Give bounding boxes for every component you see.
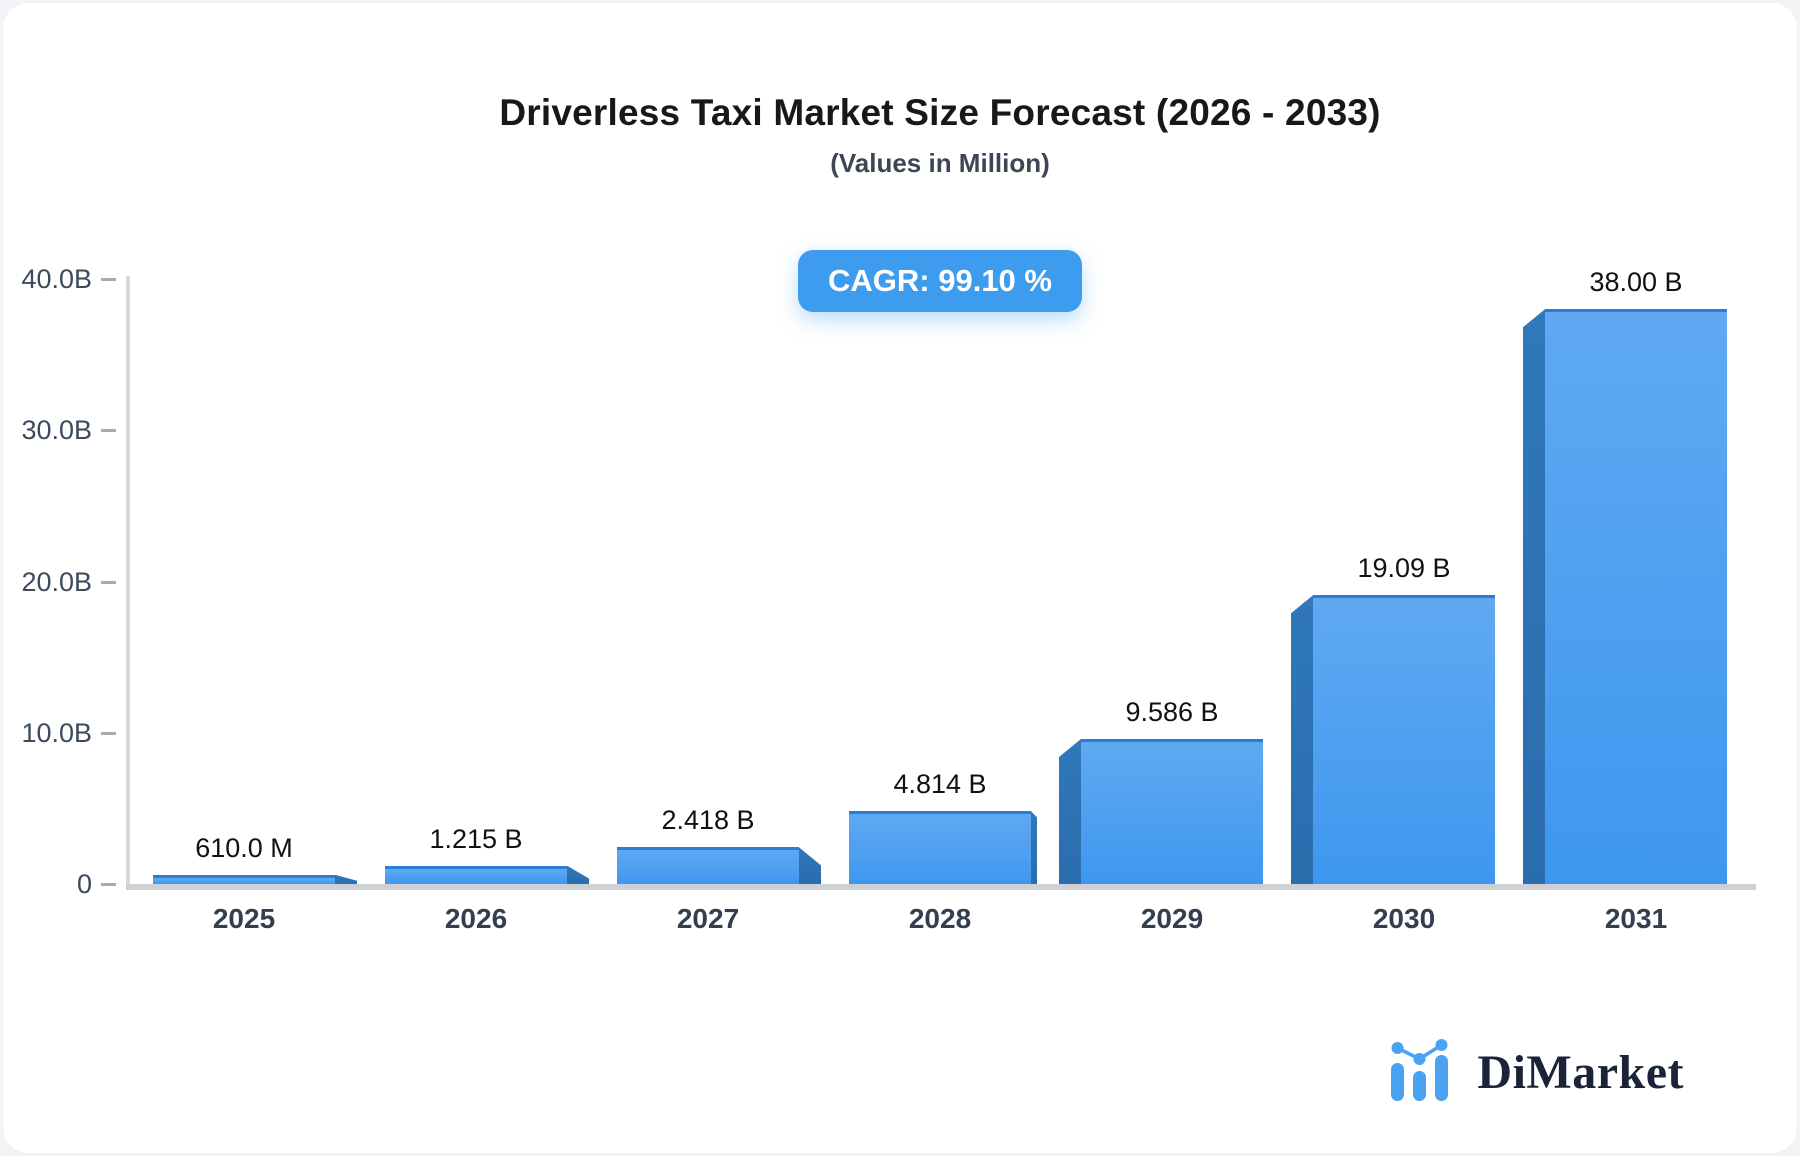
bar-value-label: 38.00 B	[1589, 267, 1683, 298]
brand-logo: DiMarket	[1389, 1039, 1684, 1106]
bar-value-label: 2.418 B	[661, 805, 755, 836]
bar-value-label: 1.215 B	[429, 823, 523, 854]
bar-side-face	[335, 874, 357, 884]
bar-side-face	[1059, 739, 1081, 884]
bar-side-face	[567, 865, 589, 884]
chart-subtitle: (Values in Million)	[830, 148, 1050, 178]
bar-face	[385, 865, 567, 884]
bar-face	[1081, 739, 1263, 884]
bar-side-face	[1523, 309, 1545, 884]
y-axis-tick-label: 0	[76, 869, 92, 899]
bar-side-face	[1031, 811, 1037, 884]
bar-value-label: 9.586 B	[1125, 697, 1219, 727]
y-axis-tick-mark	[101, 429, 116, 433]
x-axis-label: 2030	[1372, 903, 1436, 934]
y-axis-line	[126, 276, 130, 887]
bar-face	[1313, 595, 1495, 884]
bar-value-label: 19.09 B	[1357, 553, 1451, 584]
brand-logo-text: DiMarket	[1477, 1046, 1684, 1099]
bar-face	[1545, 309, 1727, 884]
x-axis-label: 2026	[444, 903, 508, 934]
chart-title: Driverless Taxi Market Size Forecast (20…	[499, 92, 1381, 133]
y-axis-tick-label: 20.0B	[21, 566, 92, 597]
x-axis-label: 2027	[676, 903, 740, 934]
y-axis-tick-mark	[101, 580, 116, 584]
y-axis-tick-mark	[101, 731, 116, 735]
x-axis-line	[126, 884, 1756, 890]
bar-value-label: 4.814 B	[893, 769, 987, 800]
bar-face	[849, 811, 1031, 884]
bar-side-face	[799, 847, 821, 884]
y-axis-tick-label: 40.0B	[21, 264, 92, 294]
x-axis-label: 2029	[1140, 903, 1204, 934]
y-axis-tick-mark	[101, 278, 116, 281]
y-axis-tick-label: 30.0B	[21, 415, 92, 446]
cagr-badge-row: CAGR: 99.10 %	[128, 250, 1752, 312]
bar-face	[617, 847, 799, 884]
y-axis-tick-label: 10.0B	[21, 717, 92, 748]
bar-face	[153, 874, 335, 884]
bar-value-label: 610.0 M	[195, 832, 293, 863]
y-axis-tick-mark	[101, 883, 116, 886]
bar-chart-logo-icon	[1389, 1039, 1463, 1106]
x-axis-label: 2031	[1604, 903, 1668, 934]
x-axis-label: 2025	[212, 903, 276, 934]
x-axis-label: 2028	[908, 903, 972, 934]
bar-side-face	[1291, 595, 1313, 884]
cagr-badge: CAGR: 99.10 %	[798, 250, 1082, 312]
